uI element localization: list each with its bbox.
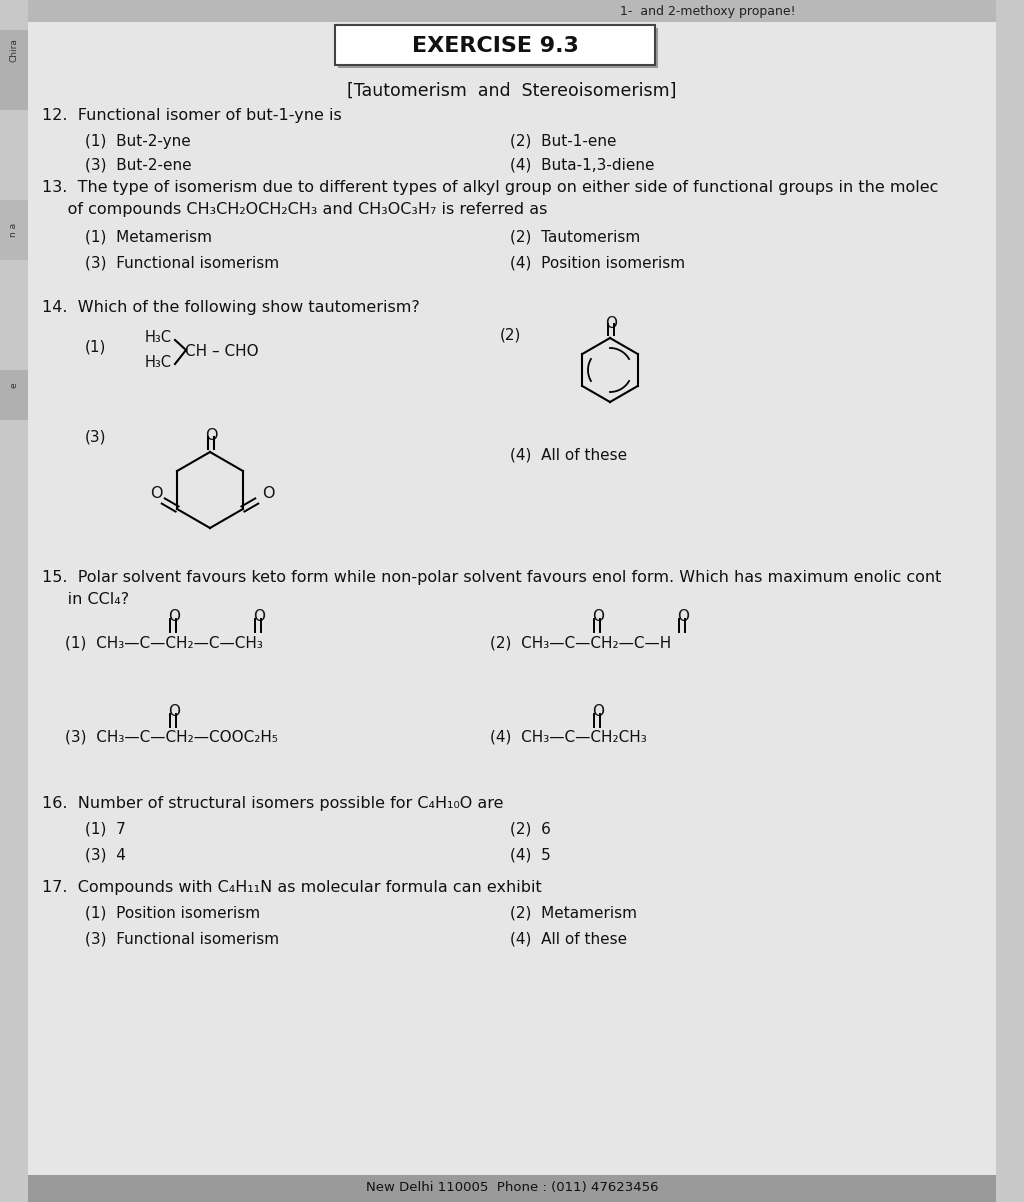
FancyBboxPatch shape (0, 370, 28, 419)
FancyBboxPatch shape (28, 0, 996, 22)
Text: (4)  Position isomerism: (4) Position isomerism (510, 256, 685, 270)
Text: H₃C: H₃C (145, 331, 172, 345)
Text: O: O (677, 609, 689, 624)
Text: O: O (592, 609, 604, 624)
Text: (2)  CH₃—C—CH₂—C—H: (2) CH₃—C—CH₂—C—H (490, 635, 672, 650)
Text: (2)  But-1-ene: (2) But-1-ene (510, 133, 616, 149)
Text: (2)  Tautomerism: (2) Tautomerism (510, 230, 640, 245)
FancyBboxPatch shape (28, 1176, 996, 1202)
Text: 13.  The type of isomerism due to different types of alkyl group on either side : 13. The type of isomerism due to differe… (42, 180, 938, 195)
Text: CH – CHO: CH – CHO (185, 344, 259, 359)
Text: O: O (253, 609, 265, 624)
Text: 17.  Compounds with C₄H₁₁N as molecular formula can exhibit: 17. Compounds with C₄H₁₁N as molecular f… (42, 880, 542, 895)
FancyBboxPatch shape (28, 0, 996, 1202)
Text: (3)  Functional isomerism: (3) Functional isomerism (85, 256, 280, 270)
Text: (4)  CH₃—C—CH₂CH₃: (4) CH₃—C—CH₂CH₃ (490, 730, 647, 745)
Text: O: O (605, 316, 617, 331)
Text: Chira: Chira (9, 38, 18, 63)
Text: O: O (592, 704, 604, 719)
Text: of compounds CH₃CH₂OCH₂CH₃ and CH₃OC₃H₇ is referred as: of compounds CH₃CH₂OCH₂CH₃ and CH₃OC₃H₇ … (42, 202, 548, 218)
Text: (2): (2) (500, 328, 521, 343)
Text: O: O (168, 704, 180, 719)
Text: EXERCISE 9.3: EXERCISE 9.3 (412, 36, 579, 56)
Text: O: O (262, 486, 274, 500)
Text: 12.  Functional isomer of but-1-yne is: 12. Functional isomer of but-1-yne is (42, 108, 342, 123)
Text: H₃C: H₃C (145, 355, 172, 370)
Text: (1)  But-2-yne: (1) But-2-yne (85, 133, 190, 149)
Text: (1)  Metamerism: (1) Metamerism (85, 230, 212, 245)
FancyBboxPatch shape (338, 28, 658, 69)
Text: New Delhi 110005  Phone : (011) 47623456: New Delhi 110005 Phone : (011) 47623456 (366, 1182, 658, 1195)
Text: [Tautomerism  and  Stereoisomerism]: [Tautomerism and Stereoisomerism] (347, 82, 677, 100)
Text: 16.  Number of structural isomers possible for C₄H₁₀O are: 16. Number of structural isomers possibl… (42, 796, 504, 811)
Text: O: O (151, 486, 163, 500)
Text: O: O (205, 428, 217, 444)
Text: O: O (168, 609, 180, 624)
Text: in CCl₄?: in CCl₄? (42, 593, 129, 607)
FancyBboxPatch shape (335, 25, 655, 65)
Text: (2)  6: (2) 6 (510, 822, 551, 837)
Text: e: e (9, 382, 18, 388)
FancyBboxPatch shape (0, 200, 28, 260)
Text: (3): (3) (85, 430, 106, 445)
Text: (1)  CH₃—C—CH₂—C—CH₃: (1) CH₃—C—CH₂—C—CH₃ (65, 635, 263, 650)
Text: (4)  All of these: (4) All of these (510, 448, 627, 463)
Text: (3)  CH₃—C—CH₂—COOC₂H₅: (3) CH₃—C—CH₂—COOC₂H₅ (65, 730, 278, 745)
Text: (3)  4: (3) 4 (85, 847, 126, 863)
Text: (4)  Buta-1,3-diene: (4) Buta-1,3-diene (510, 157, 654, 173)
Text: 14.  Which of the following show tautomerism?: 14. Which of the following show tautomer… (42, 300, 420, 315)
Text: (3)  But-2-ene: (3) But-2-ene (85, 157, 191, 173)
Text: 1-  and 2-methoxy propane!: 1- and 2-methoxy propane! (620, 5, 796, 18)
Text: 15.  Polar solvent favours keto form while non-polar solvent favours enol form. : 15. Polar solvent favours keto form whil… (42, 570, 941, 585)
Text: (2)  Metamerism: (2) Metamerism (510, 906, 637, 921)
Text: (1)  Position isomerism: (1) Position isomerism (85, 906, 260, 921)
Text: (4)  All of these: (4) All of these (510, 932, 627, 947)
Text: (4)  5: (4) 5 (510, 847, 551, 863)
Text: (1): (1) (85, 340, 106, 355)
Text: n a: n a (9, 222, 18, 237)
Text: (1)  7: (1) 7 (85, 822, 126, 837)
FancyBboxPatch shape (0, 30, 28, 111)
Text: (3)  Functional isomerism: (3) Functional isomerism (85, 932, 280, 947)
